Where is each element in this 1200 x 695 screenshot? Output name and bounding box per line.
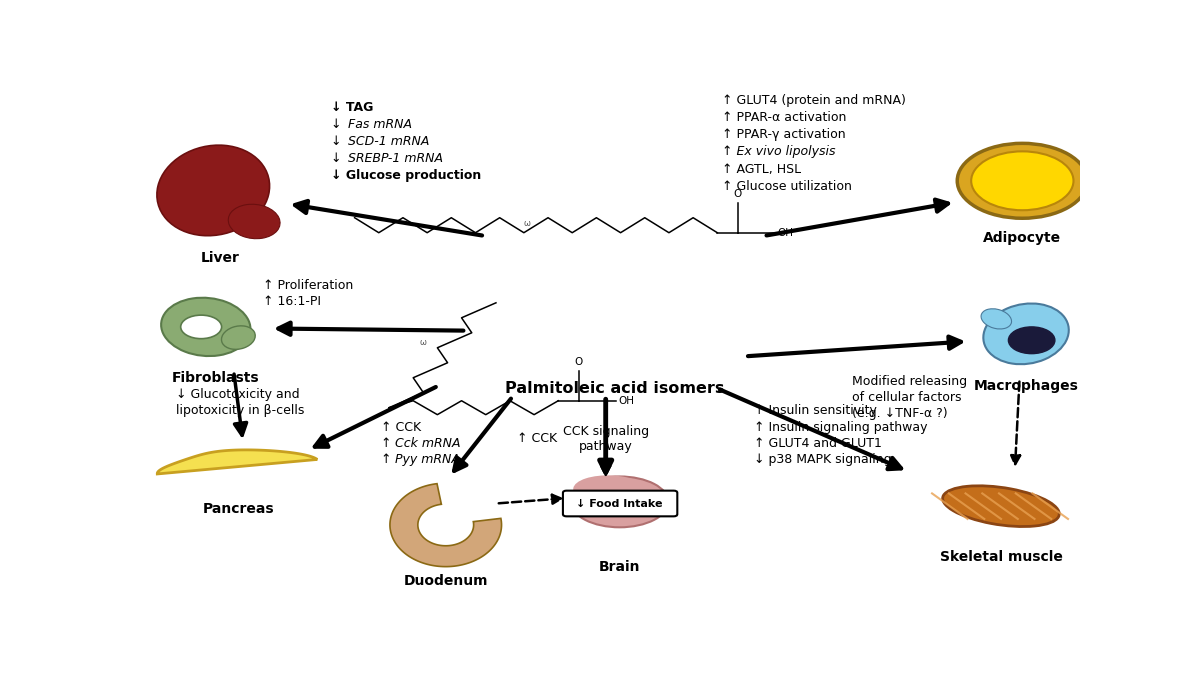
Text: ↓ Glucose production: ↓ Glucose production: [331, 169, 481, 182]
Text: Fibroblasts: Fibroblasts: [172, 371, 259, 385]
Ellipse shape: [571, 477, 668, 528]
Text: Brain: Brain: [599, 559, 641, 573]
Text: Palmitoleic acid isomers: Palmitoleic acid isomers: [505, 382, 725, 396]
Text: ω: ω: [420, 338, 427, 347]
Text: Skeletal muscle: Skeletal muscle: [940, 550, 1062, 564]
Text: ↑ GLUT4 and GLUT1: ↑ GLUT4 and GLUT1: [755, 436, 882, 450]
Text: CCK signaling
pathway: CCK signaling pathway: [563, 425, 649, 453]
FancyBboxPatch shape: [563, 491, 677, 516]
Polygon shape: [390, 484, 502, 566]
Circle shape: [1008, 327, 1055, 354]
Text: ω: ω: [523, 218, 530, 227]
Text: OH: OH: [619, 395, 635, 406]
Text: ↑ PPAR-γ activation: ↑ PPAR-γ activation: [722, 129, 846, 141]
Text: ↑ GLUT4 (protein and mRNA): ↑ GLUT4 (protein and mRNA): [722, 94, 906, 107]
Text: O: O: [575, 357, 583, 367]
Ellipse shape: [228, 204, 280, 238]
Text: O: O: [733, 189, 742, 199]
Text: ↑ 16:1-PI: ↑ 16:1-PI: [264, 295, 322, 308]
Text: ↓  SCD-1 mRNA: ↓ SCD-1 mRNA: [331, 135, 430, 148]
Text: ↓  SREBP-1 mRNA: ↓ SREBP-1 mRNA: [331, 152, 443, 165]
Text: of cellular factors: of cellular factors: [852, 391, 961, 404]
Text: Liver: Liver: [200, 252, 239, 265]
Circle shape: [958, 143, 1087, 218]
Polygon shape: [157, 450, 317, 474]
Text: Cck mRNA: Cck mRNA: [395, 436, 460, 450]
Ellipse shape: [161, 297, 251, 356]
Text: Duodenum: Duodenum: [403, 574, 488, 588]
Text: ↓ Glucotoxicity and: ↓ Glucotoxicity and: [176, 389, 300, 402]
Ellipse shape: [943, 486, 1060, 527]
Ellipse shape: [982, 309, 1012, 329]
Text: (e.g. ↓TNF-α ?): (e.g. ↓TNF-α ?): [852, 407, 948, 420]
Ellipse shape: [157, 145, 270, 236]
Text: ↑ Proliferation: ↑ Proliferation: [264, 279, 354, 292]
Text: ↓ TAG: ↓ TAG: [331, 101, 373, 113]
Text: ↓ Food Intake: ↓ Food Intake: [576, 498, 662, 509]
Circle shape: [971, 152, 1074, 210]
Text: ↑ PPAR-α activation: ↑ PPAR-α activation: [722, 111, 846, 124]
Text: Pyy mRNA: Pyy mRNA: [395, 452, 460, 466]
Text: Macrophages: Macrophages: [973, 379, 1079, 393]
Text: ↓ p38 MAPK signaling: ↓ p38 MAPK signaling: [755, 452, 892, 466]
Text: ↑ Insulin signaling pathway: ↑ Insulin signaling pathway: [755, 420, 928, 434]
Text: lipotoxicity in β-cells: lipotoxicity in β-cells: [176, 404, 305, 418]
Text: ↑ Ex vivo lipolysis: ↑ Ex vivo lipolysis: [722, 145, 835, 158]
Circle shape: [181, 315, 222, 338]
Text: ↑: ↑: [380, 436, 395, 450]
Text: Adipocyte: Adipocyte: [983, 231, 1062, 245]
Ellipse shape: [222, 326, 256, 350]
Text: OH: OH: [778, 228, 793, 238]
Text: Modified releasing: Modified releasing: [852, 375, 967, 388]
Text: ↑ Glucose utilization: ↑ Glucose utilization: [722, 180, 852, 193]
Text: ↑ Insulin sensitivity: ↑ Insulin sensitivity: [755, 404, 877, 418]
Text: Pancreas: Pancreas: [203, 502, 274, 516]
Text: ↑ AGTL, HSL: ↑ AGTL, HSL: [722, 163, 802, 176]
Text: ↑ CCK: ↑ CCK: [380, 420, 421, 434]
Ellipse shape: [983, 304, 1069, 364]
Text: ↑ CCK: ↑ CCK: [517, 432, 558, 445]
Text: ↓  Fas mRNA: ↓ Fas mRNA: [331, 117, 413, 131]
Text: ↑: ↑: [380, 452, 395, 466]
Ellipse shape: [574, 475, 648, 505]
